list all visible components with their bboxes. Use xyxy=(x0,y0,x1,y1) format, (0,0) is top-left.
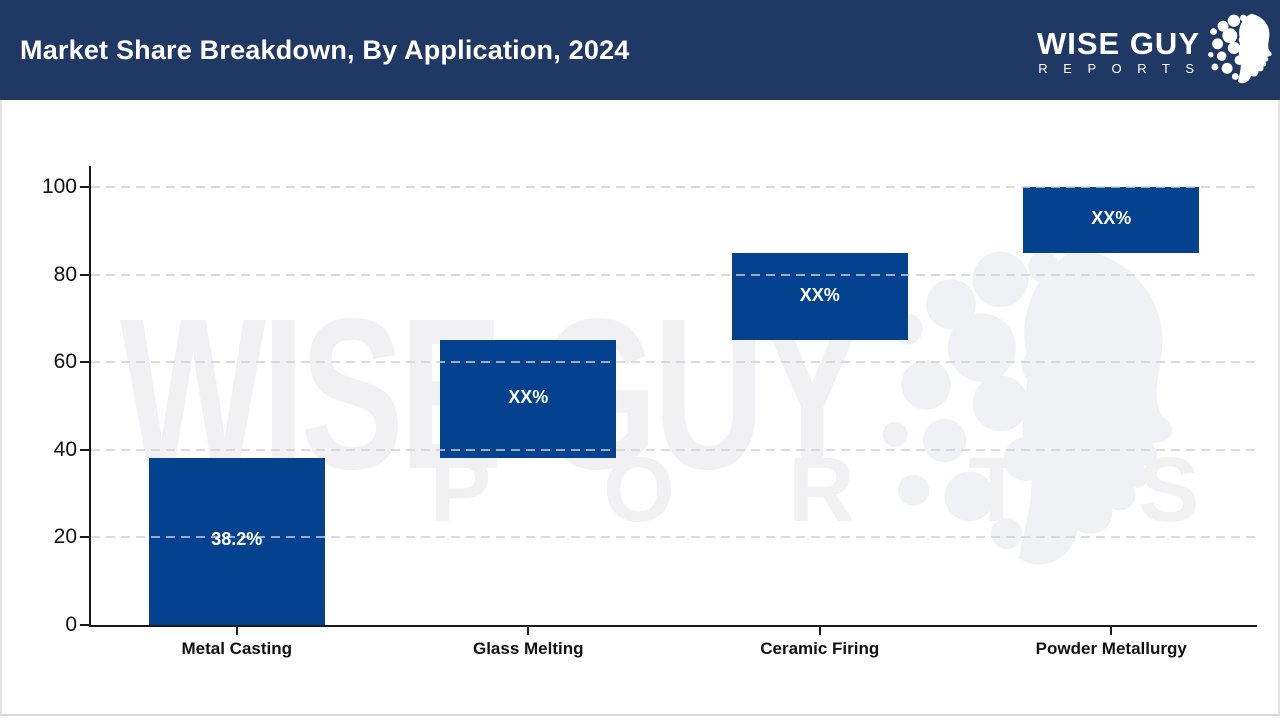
x-tick-label: Metal Casting xyxy=(181,639,293,658)
bar-value-label: 38.2% xyxy=(211,529,263,550)
y-tick-mark xyxy=(80,186,89,188)
page-title: Market Share Breakdown, By Application, … xyxy=(20,34,630,65)
y-tick-label: 60 xyxy=(53,350,77,374)
y-tick-mark xyxy=(80,273,89,276)
x-tick-label: Powder Metallurgy xyxy=(1035,639,1187,658)
x-tick-label: Glass Melting xyxy=(472,639,584,658)
gridline-100 xyxy=(91,186,1257,188)
gridline-20 xyxy=(91,536,1257,539)
x-tick-mark xyxy=(818,627,821,635)
gridline-60 xyxy=(91,361,1257,364)
header: Market Share Breakdown, By Application, … xyxy=(0,0,1280,100)
y-tick-label: 80 xyxy=(53,262,77,286)
bar-glass-melting xyxy=(440,340,617,458)
bar-value-label: XX% xyxy=(799,284,840,305)
y-tick-mark xyxy=(80,624,89,626)
y-axis-spine xyxy=(89,166,91,627)
y-tick-label: 100 xyxy=(41,175,77,198)
gridline-80 xyxy=(91,273,1257,276)
x-axis-spine xyxy=(89,625,1257,627)
y-tick-label: 20 xyxy=(53,525,77,549)
x-tick-mark xyxy=(1110,627,1113,635)
bar-powder-metallurgy xyxy=(1023,187,1200,253)
y-tick-mark xyxy=(80,448,89,451)
brand-logo: WISE GUY R E P O R T S xyxy=(1037,6,1272,98)
chart-area: WISE GUY P O R T S 0 20 40 60 80 100 38.2% Meta… xyxy=(0,100,1280,716)
y-tick-mark xyxy=(80,536,89,539)
bar-value-label: XX% xyxy=(508,386,549,407)
brand-name-text: WISE GUY xyxy=(1036,26,1200,61)
brand-wordmark: WISE GUY R E P O R T S xyxy=(1037,27,1200,77)
watermark-head-icon xyxy=(882,248,1173,565)
x-tick-label: Ceramic Firing xyxy=(760,639,880,658)
bar-value-label: XX% xyxy=(1091,207,1132,228)
y-tick-mark xyxy=(80,361,89,364)
bar-metal-casting xyxy=(148,457,325,625)
head-profile-icon xyxy=(1208,13,1272,84)
x-tick-mark xyxy=(527,627,530,635)
y-tick-label: 40 xyxy=(53,437,77,461)
gridline-40 xyxy=(91,448,1257,451)
bar-ceramic-firing xyxy=(731,252,908,341)
brand-reports-text: R E P O R T S xyxy=(1038,61,1200,76)
y-tick-label: 0 xyxy=(65,613,77,636)
x-tick-mark xyxy=(235,627,238,635)
